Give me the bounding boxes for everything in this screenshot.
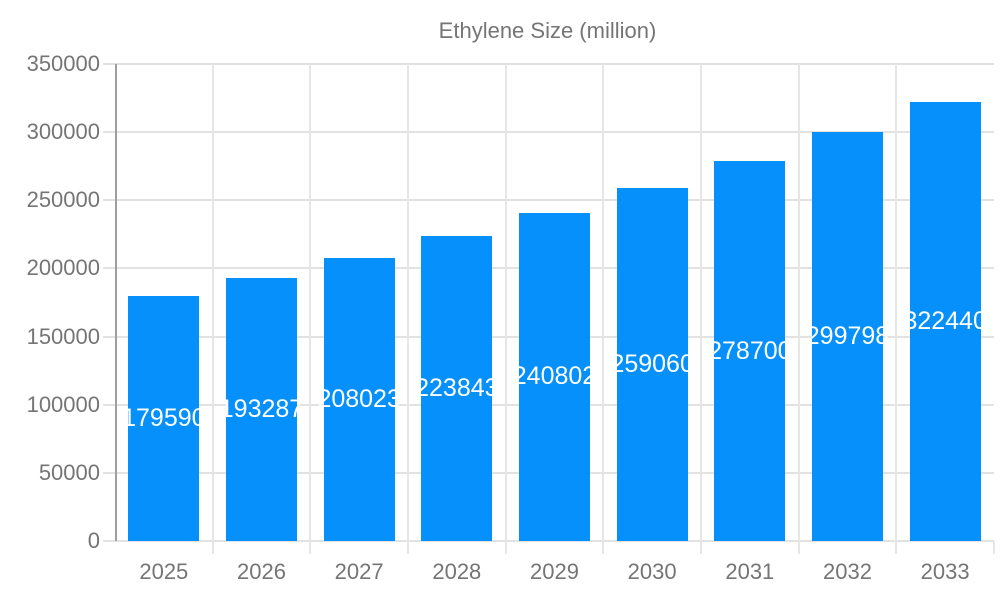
bar-value-label: 179590: [122, 404, 206, 433]
x-axis-tick-mark: [211, 541, 214, 554]
bar[interactable]: 322440: [903, 101, 987, 541]
y-axis-line: [115, 64, 117, 541]
bar[interactable]: 208023: [317, 257, 401, 541]
y-tick-label: 250000: [26, 187, 100, 213]
bar[interactable]: 223843: [415, 235, 499, 541]
x-tick-label: 2033: [920, 559, 970, 584]
bar[interactable]: 299798: [806, 132, 889, 541]
y-tick-label: 300000: [26, 119, 100, 145]
y-axis-tick-mark: [103, 63, 115, 65]
y-tick-label: 50000: [38, 459, 100, 485]
x-axis-tick-mark: [504, 541, 507, 554]
bar-value-label: 278700: [708, 336, 792, 365]
x-axis-tick-mark: [309, 541, 312, 554]
gridline-vertical: [309, 64, 312, 541]
x-tick-label: 2025: [139, 559, 189, 584]
y-axis-tick-mark: [103, 199, 115, 202]
x-axis-tick-mark: [895, 541, 898, 554]
x-tick-label: 2029: [530, 559, 579, 584]
y-tick-label: 100000: [26, 391, 100, 417]
x-tick-label: 2027: [334, 559, 384, 584]
bar-value-label: 208023: [317, 384, 401, 413]
bar-value-label: 259060: [610, 349, 694, 378]
y-axis-tick-mark: [103, 335, 115, 338]
y-tick-label: 350000: [26, 51, 100, 76]
x-axis-tick-mark: [700, 541, 702, 554]
gridline-vertical: [407, 64, 409, 541]
y-axis-tick-mark: [103, 267, 115, 270]
gridline-vertical: [602, 64, 605, 541]
bar-value-label: 193287: [219, 394, 304, 423]
legend-swatch-icon: [344, 21, 424, 42]
x-axis-tick-mark: [407, 541, 409, 554]
x-tick-label: 2028: [432, 559, 482, 584]
bar[interactable]: 278700: [708, 161, 792, 541]
gridline-vertical: [797, 64, 800, 541]
bar-value-label: 240802: [512, 362, 597, 391]
x-axis-tick-mark: [602, 541, 605, 554]
x-tick-label: 2030: [627, 559, 677, 584]
gridline-vertical: [504, 64, 507, 541]
x-tick-label: 2031: [725, 559, 775, 584]
y-tick-label: 200000: [26, 255, 100, 281]
y-axis-tick-mark: [103, 131, 115, 134]
y-tick-label: 0: [87, 528, 100, 553]
gridline-vertical: [211, 64, 214, 541]
y-axis-tick-mark: [103, 471, 115, 474]
gridline-horizontal: [115, 131, 994, 134]
y-axis-tick-mark: [103, 403, 115, 406]
legend[interactable]: Ethylene Size (million): [0, 18, 1000, 44]
bar[interactable]: 179590: [122, 296, 206, 541]
gridline-vertical: [700, 64, 702, 541]
bar-value-label: 223843: [415, 373, 499, 402]
bar[interactable]: 193287: [220, 277, 303, 541]
y-tick-label: 150000: [26, 323, 100, 349]
x-tick-label: 2032: [823, 559, 872, 584]
plot-area: 179590 193287 208023 223843 240802 259060 2787…: [103, 63, 995, 554]
gridline-horizontal: [115, 540, 994, 542]
x-axis-tick-mark: [993, 541, 995, 554]
bar[interactable]: 240802: [513, 212, 596, 541]
bar-value-label: 299798: [805, 322, 890, 351]
bar-value-label: 322440: [903, 306, 987, 335]
gridline-horizontal: [115, 199, 994, 202]
legend-label: Ethylene Size (million): [438, 18, 657, 43]
gridline-vertical: [895, 64, 898, 541]
gridline-horizontal: [115, 63, 994, 65]
x-axis-tick-mark: [797, 541, 800, 554]
y-axis-tick-mark: [103, 540, 115, 542]
x-tick-label: 2026: [237, 559, 286, 584]
bar[interactable]: 259060: [610, 187, 694, 541]
